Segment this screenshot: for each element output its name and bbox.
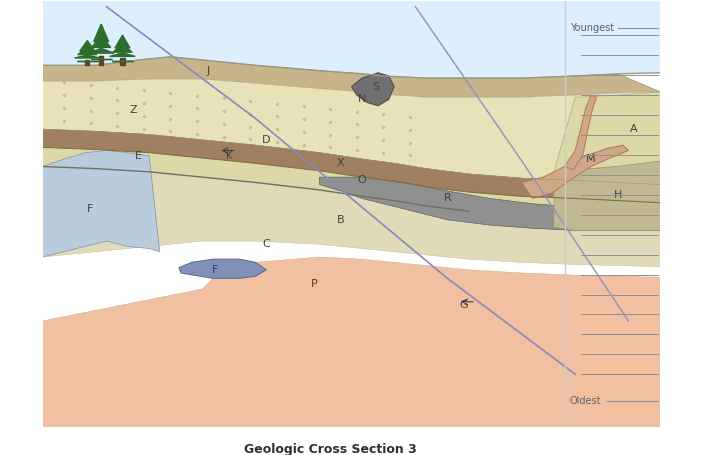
Polygon shape: [43, 147, 660, 222]
Text: A: A: [630, 124, 638, 134]
Text: E: E: [135, 151, 142, 161]
Polygon shape: [43, 167, 660, 267]
Polygon shape: [99, 56, 103, 66]
Polygon shape: [43, 57, 660, 97]
Polygon shape: [522, 145, 628, 198]
Text: R: R: [444, 193, 451, 203]
Polygon shape: [110, 53, 135, 56]
Text: M: M: [586, 154, 596, 164]
Polygon shape: [43, 1, 660, 428]
Polygon shape: [43, 1, 660, 78]
Polygon shape: [320, 177, 660, 230]
Polygon shape: [91, 36, 111, 47]
Polygon shape: [113, 44, 132, 52]
Text: J: J: [206, 66, 209, 76]
Text: F: F: [212, 265, 219, 275]
Text: D: D: [262, 135, 271, 145]
Text: Youngest: Youngest: [570, 23, 614, 33]
Polygon shape: [89, 48, 114, 53]
Polygon shape: [179, 259, 266, 278]
Polygon shape: [120, 58, 124, 66]
Text: Oldest: Oldest: [570, 396, 601, 406]
Polygon shape: [43, 79, 660, 185]
Polygon shape: [93, 24, 109, 42]
Text: X: X: [337, 158, 344, 168]
Polygon shape: [80, 40, 95, 51]
Polygon shape: [75, 55, 100, 58]
Text: C: C: [262, 239, 270, 249]
Polygon shape: [43, 151, 160, 257]
Text: Geologic Cross Section 3: Geologic Cross Section 3: [244, 444, 417, 455]
Polygon shape: [43, 257, 660, 428]
Polygon shape: [85, 60, 89, 66]
Polygon shape: [43, 129, 660, 203]
Text: K: K: [226, 151, 232, 161]
Text: G: G: [459, 300, 467, 310]
Polygon shape: [554, 161, 660, 230]
Text: P: P: [311, 278, 318, 288]
Text: F: F: [87, 204, 93, 214]
Text: S: S: [373, 81, 380, 91]
Text: B: B: [337, 215, 344, 225]
Polygon shape: [78, 48, 97, 55]
Text: H: H: [614, 190, 622, 200]
Polygon shape: [115, 35, 130, 48]
Polygon shape: [565, 95, 597, 170]
Polygon shape: [352, 73, 394, 106]
Text: O: O: [358, 175, 366, 185]
Text: N: N: [358, 94, 366, 104]
Polygon shape: [554, 92, 660, 172]
Text: Z: Z: [129, 105, 137, 115]
